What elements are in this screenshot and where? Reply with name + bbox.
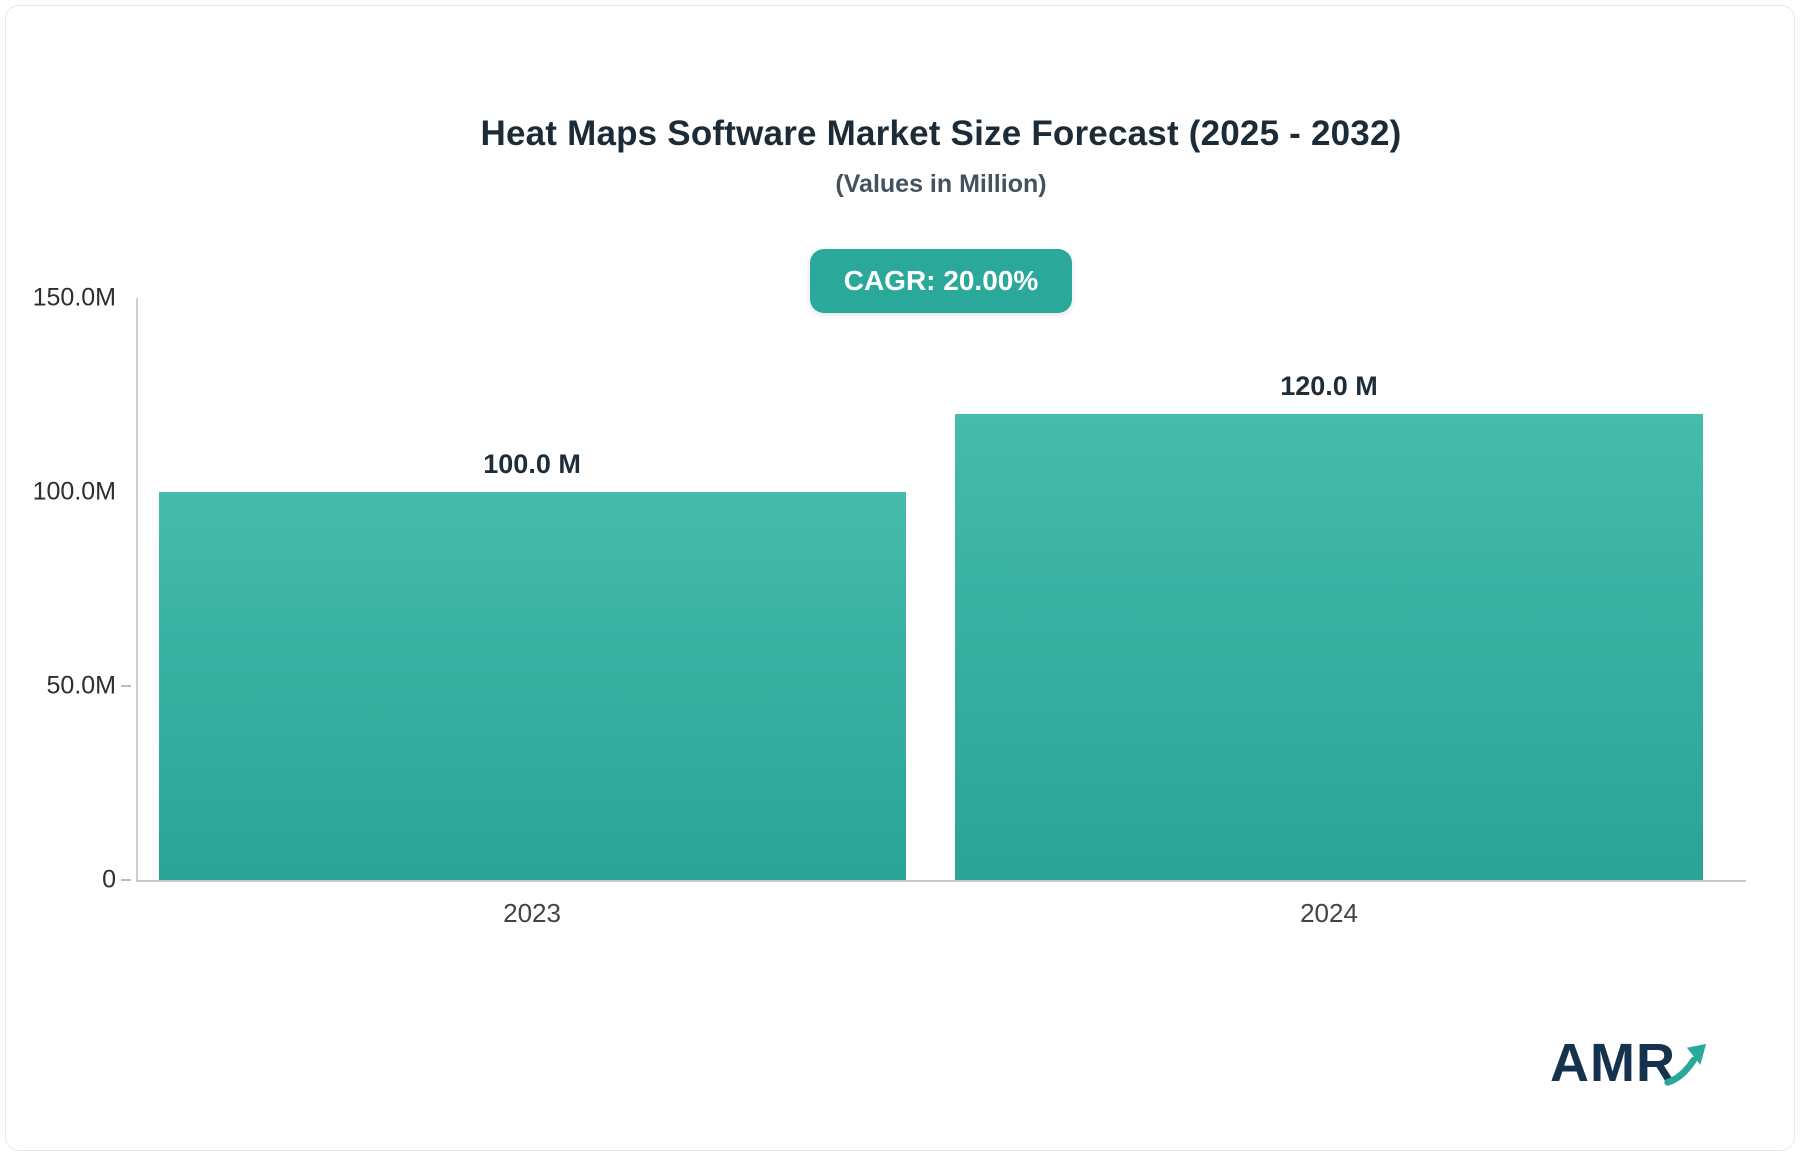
chart-header: Heat Maps Software Market Size Forecast …: [88, 6, 1794, 313]
y-tick-label: 100.0M: [32, 477, 116, 506]
page-card: Heat Maps Software Market Size Forecast …: [5, 5, 1795, 1151]
bar-value-label: 100.0 M: [483, 449, 581, 479]
cagr-badge: CAGR: 20.00%: [809, 249, 1073, 313]
y-tick-label: 50.0M: [46, 671, 116, 700]
y-tick-mark: [121, 685, 131, 687]
bar-group-2024: 120.0 M 2024: [955, 298, 1703, 928]
trend-arrow-icon: [1664, 1043, 1707, 1086]
y-axis-line: [136, 298, 138, 880]
chart-subtitle: (Values in Million): [835, 170, 1047, 198]
y-tick-label: 150.0M: [32, 283, 116, 312]
y-tick-mark: [121, 879, 131, 881]
bar-value-label: 120.0 M: [1280, 371, 1378, 402]
bar-2024: 120.0 M: [955, 371, 1703, 880]
amr-logo-text: AMR: [1550, 1033, 1676, 1093]
x-axis-line: [136, 880, 1746, 882]
bar-group-2023: 100.0 M 2023: [158, 298, 906, 928]
x-axis-label: 2024: [1300, 898, 1358, 928]
amr-logo: AMR: [1550, 1032, 1708, 1094]
plot-area: 150.0M 100.0M 50.0M 0 100.0 M 2023 120.0…: [33, 284, 1746, 928]
x-axis-label: 2023: [503, 898, 561, 928]
y-tick-label: 0: [102, 865, 116, 894]
bar-2023: 100.0 M: [158, 449, 906, 880]
chart-title: Heat Maps Software Market Size Forecast …: [480, 114, 1402, 153]
